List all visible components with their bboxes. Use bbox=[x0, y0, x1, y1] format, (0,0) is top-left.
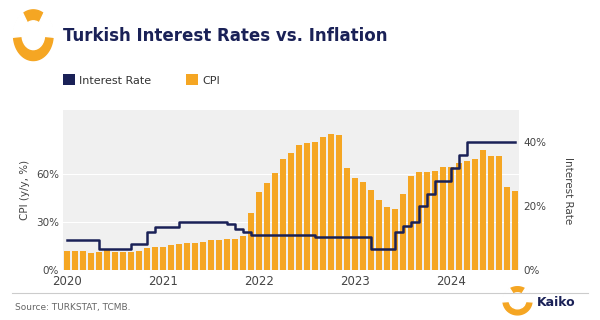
Polygon shape bbox=[503, 287, 532, 315]
Bar bbox=[104, 250, 110, 270]
Text: CPI: CPI bbox=[202, 76, 220, 86]
Bar bbox=[72, 251, 78, 270]
Bar bbox=[152, 247, 158, 270]
Y-axis label: Interest Rate: Interest Rate bbox=[563, 157, 573, 224]
Bar bbox=[456, 163, 462, 270]
Bar bbox=[304, 143, 310, 270]
Bar bbox=[88, 253, 94, 270]
Y-axis label: CPI (y/y, %): CPI (y/y, %) bbox=[20, 160, 30, 220]
Bar bbox=[312, 142, 318, 270]
Bar bbox=[240, 236, 246, 270]
Bar bbox=[352, 178, 358, 270]
Bar bbox=[128, 252, 134, 270]
Bar bbox=[232, 238, 238, 270]
Bar bbox=[512, 191, 518, 270]
Bar bbox=[448, 166, 454, 270]
Bar bbox=[120, 252, 126, 270]
Bar bbox=[344, 167, 350, 270]
Bar bbox=[136, 252, 142, 270]
Bar bbox=[248, 212, 254, 270]
Bar bbox=[272, 172, 278, 270]
Bar bbox=[504, 187, 510, 270]
Bar bbox=[256, 192, 262, 270]
Bar bbox=[384, 207, 390, 270]
Bar bbox=[400, 194, 406, 270]
Polygon shape bbox=[517, 288, 533, 302]
Bar bbox=[392, 209, 398, 270]
Circle shape bbox=[22, 21, 44, 50]
Text: Interest Rate: Interest Rate bbox=[79, 76, 151, 86]
Bar bbox=[360, 182, 366, 270]
Bar bbox=[216, 239, 222, 270]
Bar bbox=[112, 252, 118, 270]
Bar bbox=[432, 171, 438, 270]
Bar bbox=[280, 159, 286, 270]
Bar bbox=[184, 243, 190, 270]
Bar bbox=[296, 145, 302, 270]
Bar bbox=[288, 153, 294, 270]
Bar bbox=[464, 161, 470, 270]
Bar bbox=[496, 156, 502, 270]
Bar bbox=[192, 243, 198, 270]
Bar bbox=[408, 176, 414, 270]
Bar bbox=[64, 251, 70, 270]
Bar bbox=[472, 159, 478, 270]
Circle shape bbox=[509, 293, 526, 309]
Text: Source: TURKSTAT, TCMB.: Source: TURKSTAT, TCMB. bbox=[15, 303, 131, 312]
Bar bbox=[376, 200, 382, 270]
Bar bbox=[328, 133, 334, 270]
Bar bbox=[416, 172, 422, 270]
Bar bbox=[264, 183, 270, 270]
Polygon shape bbox=[14, 10, 53, 60]
Bar bbox=[480, 149, 486, 270]
Bar bbox=[208, 240, 214, 270]
Bar bbox=[368, 189, 374, 270]
Bar bbox=[200, 243, 206, 270]
Bar bbox=[144, 248, 150, 270]
Bar bbox=[424, 172, 430, 270]
Text: Kaiko: Kaiko bbox=[537, 296, 575, 309]
Bar bbox=[80, 252, 86, 270]
Bar bbox=[160, 246, 166, 270]
Bar bbox=[168, 245, 174, 270]
Bar bbox=[336, 135, 342, 270]
Text: Turkish Interest Rates vs. Inflation: Turkish Interest Rates vs. Inflation bbox=[63, 27, 388, 45]
Polygon shape bbox=[34, 12, 54, 37]
Bar bbox=[488, 156, 494, 270]
Bar bbox=[320, 137, 326, 270]
Polygon shape bbox=[13, 12, 34, 37]
Bar bbox=[96, 252, 102, 270]
Polygon shape bbox=[502, 288, 517, 302]
Bar bbox=[176, 244, 182, 270]
Bar bbox=[440, 167, 446, 270]
Bar bbox=[224, 239, 230, 270]
